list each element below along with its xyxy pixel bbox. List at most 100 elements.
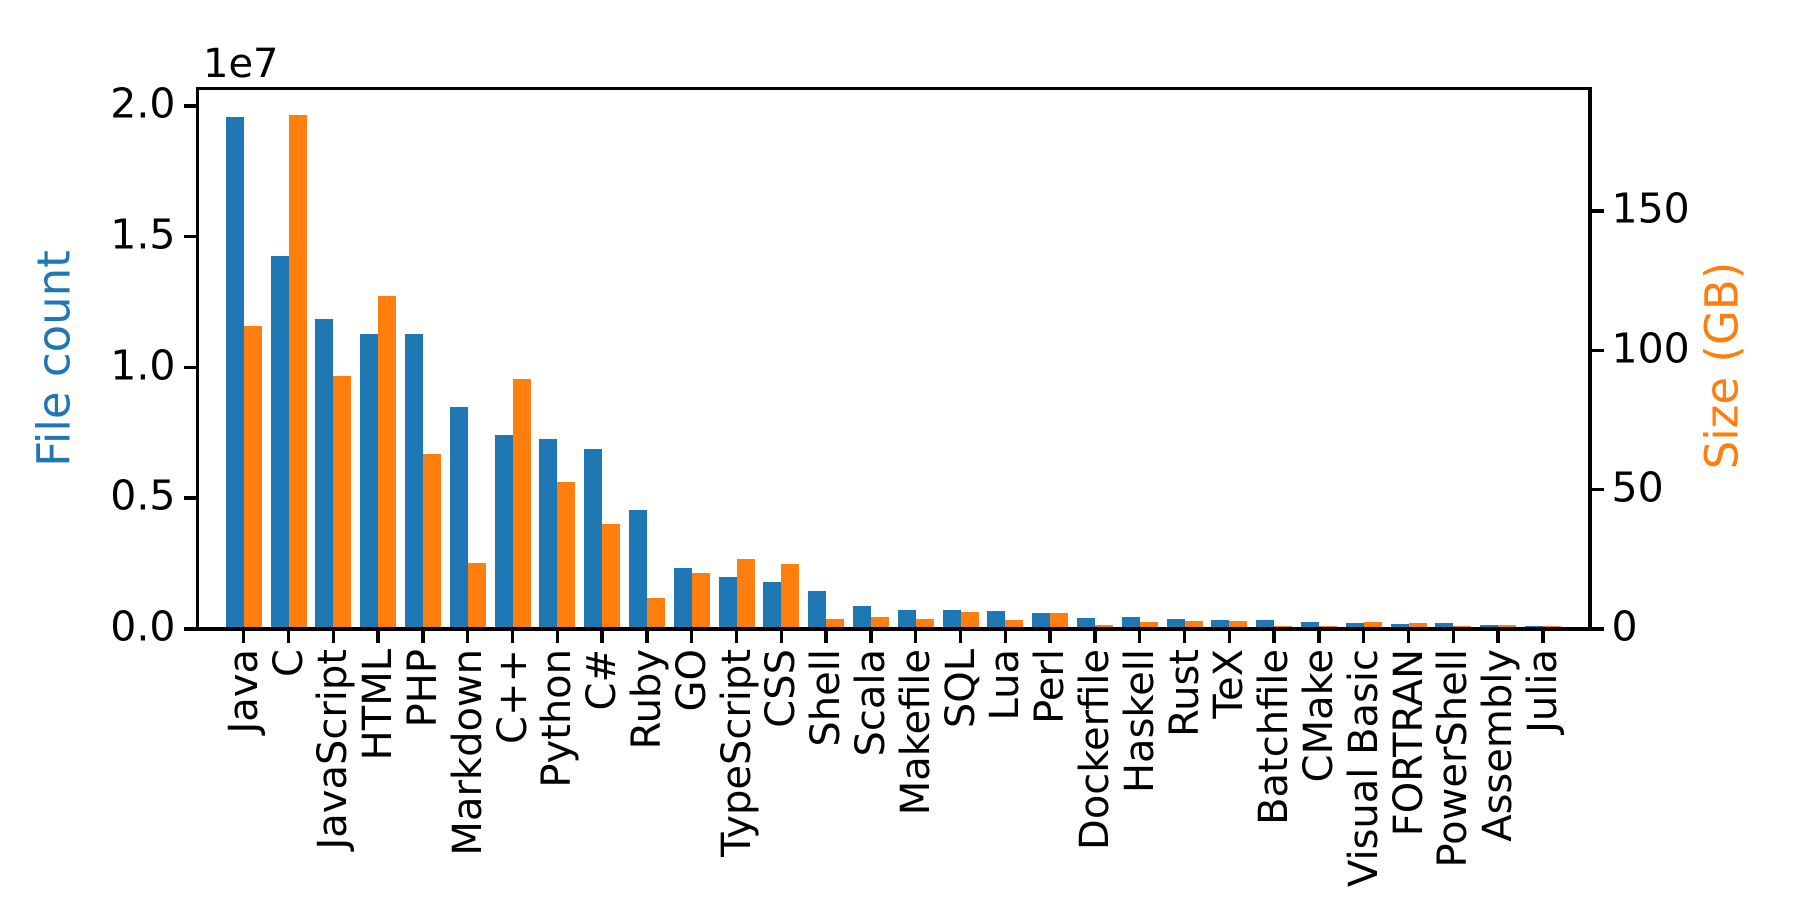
bar-size-gb	[1318, 626, 1337, 627]
bar-file-count	[628, 510, 647, 627]
y-tick-label-left: 1.0	[110, 341, 176, 390]
x-tick-label: Python	[534, 648, 581, 788]
bar-file-count	[852, 606, 871, 627]
bar-size-gb	[243, 326, 262, 627]
x-tick-label: HTML	[355, 648, 402, 760]
x-tick-label: TeX	[1206, 648, 1253, 719]
bar-size-gb	[557, 482, 576, 627]
bar-size-gb	[512, 379, 531, 627]
y-axis-offset-text: 1e7	[203, 41, 279, 87]
bar-size-gb	[333, 376, 352, 627]
x-tick	[241, 630, 246, 643]
x-tick	[286, 630, 291, 643]
bar-file-count	[897, 610, 916, 627]
bar-size-gb	[1274, 625, 1293, 627]
axis-spine-top	[195, 86, 1592, 90]
x-tick	[465, 630, 470, 643]
y-tick-left	[183, 104, 196, 108]
bar-file-count	[584, 449, 603, 627]
x-tick-label: PowerShell	[1430, 648, 1477, 868]
x-tick	[421, 630, 425, 643]
x-tick	[779, 630, 784, 643]
x-tick-label: C	[265, 648, 312, 677]
bar-file-count	[1076, 617, 1095, 627]
y-tick-label-right: 50	[1611, 463, 1664, 512]
bar-file-count	[763, 582, 782, 627]
bar-file-count	[942, 609, 961, 627]
x-tick-label: Markdown	[444, 648, 491, 856]
x-tick-label: Batchfile	[1251, 648, 1298, 825]
y-tick-label-left: 1.5	[110, 210, 176, 259]
x-tick-label: PHP	[399, 648, 446, 727]
bar-file-count	[1166, 618, 1185, 627]
x-tick	[958, 630, 963, 643]
x-tick-label: Lua	[982, 648, 1029, 720]
bar-size-gb	[1408, 622, 1427, 627]
bar-size-gb	[781, 563, 800, 627]
bar-size-gb	[1453, 625, 1472, 627]
bar-file-count	[270, 255, 289, 627]
bar-file-count	[225, 117, 244, 627]
y-tick-right	[1591, 487, 1604, 492]
x-tick-label: Visual Basic	[1340, 648, 1387, 887]
y-tick-left	[183, 627, 196, 631]
x-tick-label: Dockerfile	[1071, 648, 1118, 850]
x-tick-label: CSS	[758, 648, 805, 728]
x-tick	[869, 630, 873, 643]
x-tick	[1182, 630, 1187, 643]
x-tick	[600, 630, 604, 643]
axis-spine-bottom	[195, 627, 1592, 631]
x-tick-label: Shell	[803, 648, 850, 747]
x-tick-label: Ruby	[623, 648, 670, 749]
x-tick	[734, 630, 739, 643]
bar-size-gb	[1184, 620, 1203, 627]
plot-area	[199, 90, 1588, 627]
x-tick	[331, 630, 336, 643]
x-tick	[1406, 630, 1411, 643]
bar-file-count	[360, 334, 379, 627]
x-tick	[824, 630, 828, 643]
x-tick	[913, 630, 918, 643]
x-tick-label: Julia	[1519, 648, 1566, 733]
bar-size-gb	[1005, 620, 1024, 627]
y-tick-left	[183, 234, 196, 239]
y-tick-label-right: 150	[1611, 184, 1690, 233]
bar-size-gb	[1363, 621, 1382, 627]
bar-file-count	[1390, 623, 1409, 627]
x-tick	[1093, 630, 1097, 643]
bar-file-count	[1435, 623, 1454, 627]
bar-size-gb	[602, 524, 621, 627]
x-tick	[1496, 630, 1500, 643]
x-tick-label: Perl	[1027, 648, 1074, 724]
bar-file-count	[1032, 613, 1051, 627]
bar-size-gb	[691, 573, 710, 627]
bar-file-count	[449, 407, 468, 627]
y-tick-right	[1591, 627, 1604, 631]
x-tick-label: JavaScript	[310, 648, 357, 850]
x-tick	[1137, 630, 1142, 643]
bar-size-gb	[960, 611, 979, 627]
x-tick	[1317, 630, 1321, 643]
x-tick	[645, 630, 649, 643]
x-tick-label: C#	[579, 648, 626, 710]
bar-size-gb	[1498, 624, 1517, 627]
bar-file-count	[1121, 617, 1140, 627]
bar-file-count	[1211, 619, 1230, 627]
x-tick-label: Haskell	[1116, 648, 1163, 793]
bar-file-count	[808, 591, 827, 627]
bar-size-gb	[826, 619, 845, 627]
bar-file-count	[718, 577, 737, 627]
bar-file-count	[315, 318, 334, 627]
bar-file-count	[404, 334, 423, 627]
x-tick	[1048, 630, 1052, 643]
x-tick-label: GO	[668, 648, 715, 711]
y-tick-label-left: 2.0	[110, 79, 176, 128]
bar-size-gb	[1094, 624, 1113, 627]
bar-size-gb	[736, 558, 755, 627]
x-tick	[1003, 630, 1008, 643]
x-tick	[376, 630, 380, 643]
y-tick-label-left: 0.5	[110, 471, 176, 520]
x-tick-label: C++	[489, 648, 536, 744]
bar-size-gb	[422, 454, 441, 627]
